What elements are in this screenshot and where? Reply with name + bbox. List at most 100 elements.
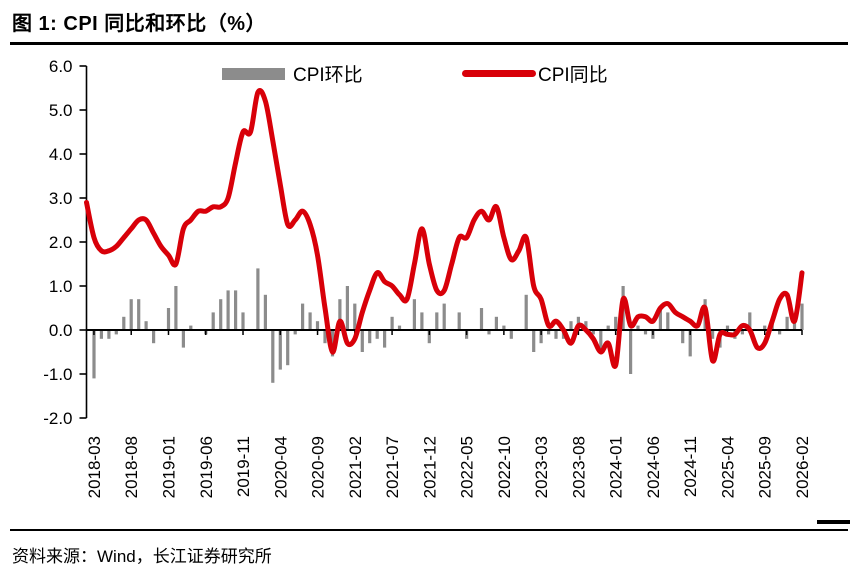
- mom-bar: [390, 316, 394, 330]
- mom-bar: [256, 268, 260, 330]
- mom-bars: [92, 268, 804, 383]
- y-axis-label: 6.0: [49, 57, 73, 76]
- mom-bar: [591, 330, 595, 335]
- y-axis-label: 0.0: [49, 321, 73, 340]
- mom-bar: [778, 330, 782, 335]
- mom-bar: [606, 325, 610, 330]
- x-axis-label: 2020-09: [309, 436, 328, 498]
- mom-bar: [420, 312, 424, 330]
- mom-bar: [539, 330, 543, 344]
- x-axis-label: 2021-12: [420, 436, 439, 498]
- mom-bar: [435, 312, 439, 330]
- mom-bar: [338, 299, 342, 330]
- legend-item-yoy: CPI同比: [462, 60, 608, 87]
- x-axis-label: 2019-11: [234, 436, 253, 497]
- mom-bar: [293, 330, 297, 335]
- mom-bar: [502, 325, 506, 330]
- x-axis-label: 2022-10: [495, 436, 514, 498]
- mom-bar: [152, 330, 156, 344]
- title-rule: [10, 42, 848, 45]
- y-axis-label: -1.0: [43, 365, 72, 384]
- mom-bar: [383, 330, 387, 348]
- y-axis-label: 5.0: [49, 101, 73, 120]
- mom-bar: [271, 330, 275, 383]
- mom-bar: [599, 330, 603, 352]
- mom-bar: [144, 321, 148, 330]
- mom-bar: [711, 330, 715, 339]
- mom-bar: [658, 308, 662, 330]
- mom-bar: [688, 330, 692, 357]
- mom-bar: [412, 299, 416, 330]
- x-axis-zero-line: [86, 329, 803, 335]
- mom-bar: [532, 330, 536, 352]
- mom-bar: [569, 321, 573, 330]
- mom-bar: [487, 330, 491, 335]
- mom-bar: [226, 290, 230, 330]
- mom-bar: [629, 330, 633, 374]
- mom-bar: [166, 308, 171, 330]
- mom-bar: [174, 286, 178, 330]
- mom-bar: [92, 330, 96, 379]
- x-axis-label: 2024-06: [644, 436, 663, 498]
- mom-bar: [211, 312, 215, 330]
- mom-bar: [479, 308, 484, 330]
- mom-bar: [181, 330, 185, 348]
- mom-bar: [740, 330, 744, 335]
- x-axis-label: 2018-08: [122, 436, 141, 498]
- x-axis-label: 2025-04: [718, 436, 737, 498]
- mom-bar: [234, 290, 238, 330]
- x-axis-label: 2022-05: [458, 436, 477, 498]
- x-axis-label: 2019-01: [159, 436, 178, 498]
- x-axis-label: 2025-09: [756, 436, 775, 498]
- mom-bar: [524, 294, 528, 330]
- y-axis-label: 1.0: [49, 277, 73, 296]
- x-axis-label: 2021-02: [346, 436, 365, 498]
- x-axis-label: 2024-11: [681, 436, 700, 497]
- legend-mom-label: CPI环比: [293, 65, 363, 86]
- mom-bar: [681, 330, 685, 344]
- mom-bar: [353, 303, 357, 330]
- mom-bar: [442, 303, 446, 330]
- mom-bar: [427, 330, 431, 344]
- mom-bar: [792, 321, 797, 330]
- x-axis-label: 2024-01: [607, 436, 626, 498]
- mom-bar: [308, 312, 312, 330]
- source-note: 资料来源：Wind，长江证券研究所: [12, 547, 272, 566]
- mom-bar: [785, 316, 789, 330]
- mom-bar: [643, 330, 648, 335]
- mom-bar: [800, 303, 804, 330]
- mom-bar: [99, 330, 103, 339]
- mom-bar: [129, 299, 133, 330]
- y-axis-labels: 6.0 5.0 4.0 3.0 2.0 1.0 0.0 -1.0 -2.0: [43, 57, 72, 428]
- y-axis: [79, 65, 88, 419]
- mom-bar: [241, 312, 245, 330]
- mom-bar: [725, 325, 730, 330]
- x-axis-labels: 2018-03 2018-08 2019-01 2019-06 2019-11 2020-…: [85, 436, 812, 498]
- mom-bar: [554, 330, 558, 339]
- mom-bar: [219, 299, 223, 330]
- yoy-line: [84, 87, 805, 369]
- mom-bar: [547, 330, 551, 335]
- mom-bar: [584, 321, 588, 330]
- y-axis-label: 3.0: [49, 189, 73, 208]
- mom-bar: [748, 312, 752, 330]
- mom-bar: [137, 299, 141, 330]
- x-axis-label: 2018-03: [85, 436, 104, 498]
- mom-bar: [345, 286, 349, 330]
- mom-bar: [614, 316, 618, 330]
- legend-yoy-label: CPI同比: [538, 65, 608, 86]
- x-axis-label: 2019-06: [197, 436, 216, 498]
- legend-item-mom: CPI环比: [222, 60, 363, 87]
- mom-bar-swatch-icon: [222, 67, 285, 80]
- mom-bar: [114, 330, 118, 335]
- figure-title: 图 1: CPI 同比和环比（%）: [12, 13, 267, 35]
- mom-bar: [636, 325, 640, 330]
- mom-bar: [122, 316, 126, 330]
- mom-bar: [763, 325, 767, 330]
- x-axis-label: 2026-02: [793, 436, 812, 498]
- mom-bar: [278, 330, 282, 370]
- mom-bar: [323, 330, 327, 344]
- mom-bar: [368, 330, 372, 344]
